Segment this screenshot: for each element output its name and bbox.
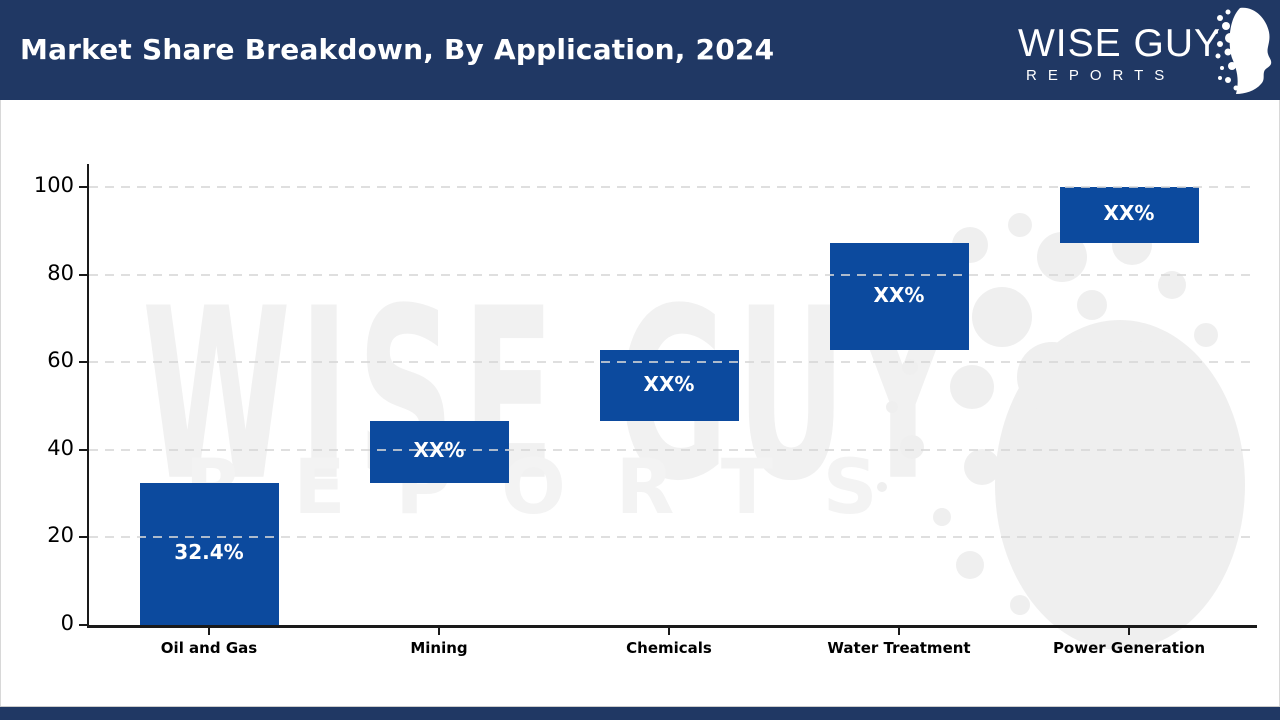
bar-segment (1059, 187, 1199, 244)
logo-subtext: REPORTS (1026, 67, 1175, 84)
brand-logo: WISE GUY REPORTS (1018, 7, 1272, 94)
bar-value-label: 32.4% (174, 540, 244, 565)
footer-bar (0, 706, 1280, 720)
bar-segment (369, 421, 509, 484)
gridline (89, 273, 1256, 276)
x-axis-tick (898, 628, 900, 635)
y-axis-label: 60 (47, 348, 74, 373)
y-axis-tick (79, 536, 88, 539)
x-axis-tick (668, 628, 670, 635)
gridline (89, 536, 1256, 539)
watermark-subtext: REPORTS (185, 442, 928, 531)
y-axis-label: 100 (33, 173, 74, 197)
y-axis-line (87, 164, 89, 627)
gridline (89, 361, 1256, 364)
x-axis-line (87, 625, 1257, 628)
y-axis-tick (79, 448, 88, 451)
y-axis-label: 40 (47, 435, 74, 460)
bar-value-label: XX% (643, 371, 695, 396)
bar-value-label: XX% (1103, 201, 1155, 226)
y-axis-tick (79, 624, 88, 626)
page-title: Market Share Breakdown, By Application, … (20, 33, 775, 66)
x-axis-label: Mining (410, 639, 468, 657)
gridline (89, 186, 1256, 188)
y-axis-tick (79, 361, 88, 364)
header-bar: Market Share Breakdown, By Application, … (0, 0, 1280, 100)
x-axis-label: Power Generation (1052, 639, 1206, 657)
bar-segment (139, 483, 279, 625)
y-axis-label: 20 (47, 523, 74, 548)
y-axis-tick (79, 273, 88, 276)
x-axis-tick (438, 628, 440, 635)
y-axis-tick (79, 186, 88, 188)
logo-wordmark: WISE GUY (1018, 22, 1221, 65)
logo-face-profile-icon (1214, 7, 1272, 94)
bar-value-label: XX% (873, 282, 925, 307)
y-axis-label: 80 (47, 260, 74, 285)
x-axis-label: Water Treatment (827, 639, 971, 657)
x-axis-tick (1128, 628, 1130, 635)
watermark-face-dots-icon (877, 199, 1245, 650)
gridline (89, 448, 1256, 451)
x-axis-label: Oil and Gas (160, 639, 258, 657)
bar-value-label: XX% (413, 438, 465, 463)
y-axis-label: 0 (60, 611, 74, 635)
bar-segment (829, 243, 969, 350)
x-axis-tick (208, 628, 210, 635)
x-axis-label: Chemicals (626, 639, 712, 657)
